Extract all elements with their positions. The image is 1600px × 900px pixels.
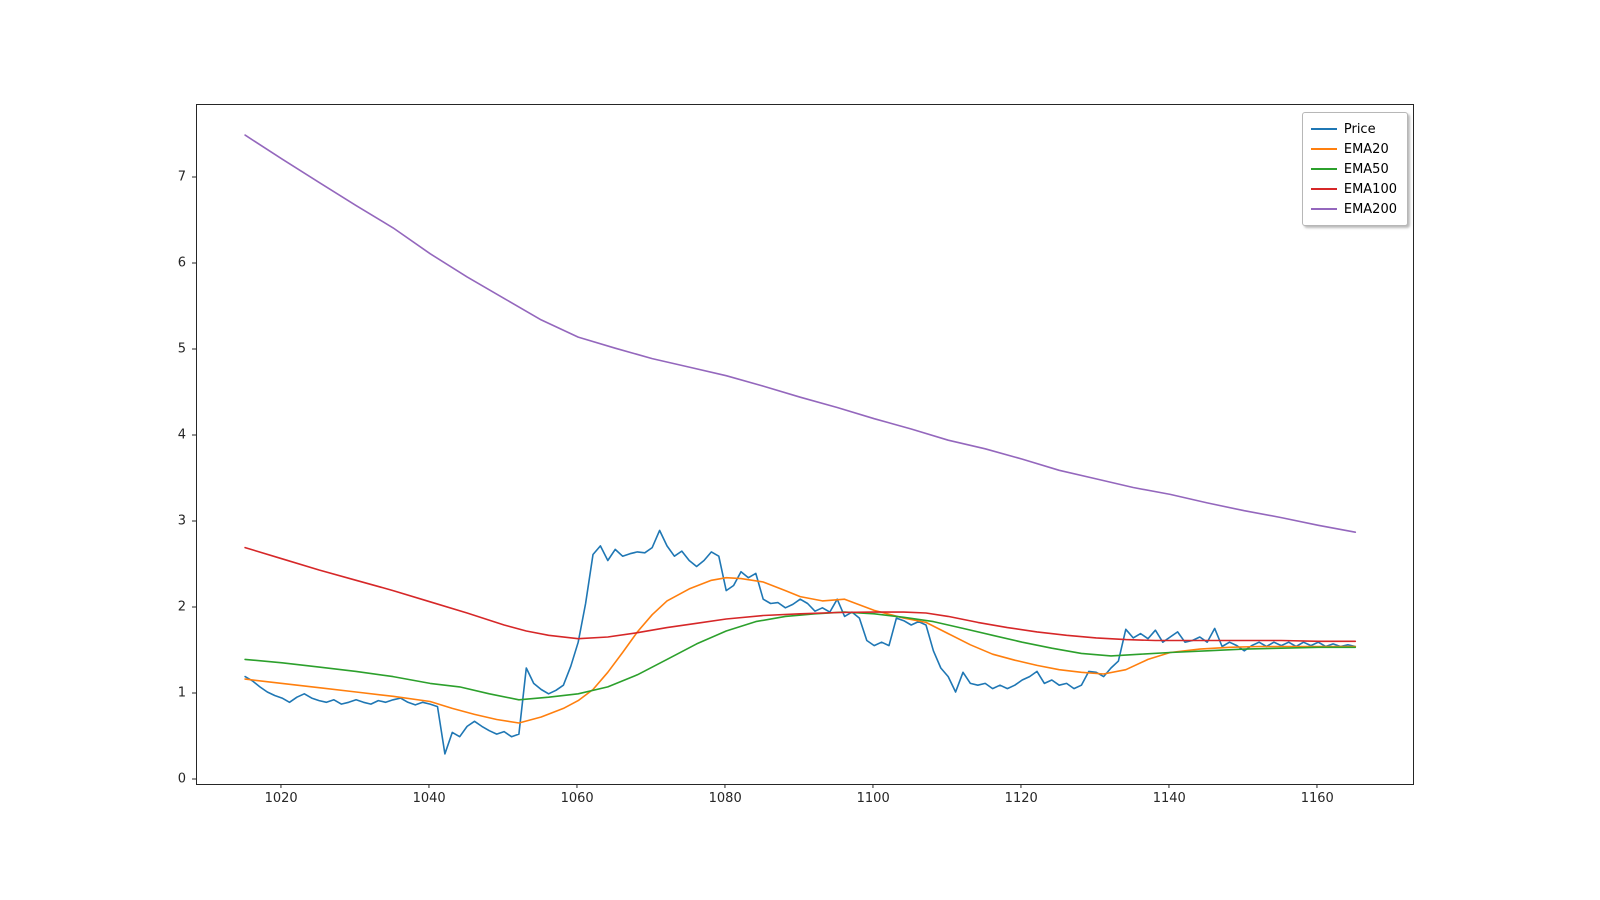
- legend-label: EMA200: [1343, 201, 1397, 217]
- y-tick-6: 6: [150, 257, 196, 270]
- x-tick-1080: 1080: [709, 784, 742, 805]
- x-tick-1120: 1120: [1005, 784, 1038, 805]
- x-tick-mark: [576, 784, 578, 788]
- y-tick-mark: [192, 434, 196, 436]
- series-line-ema20: [244, 576, 1357, 724]
- legend-line-swatch: [1310, 208, 1337, 210]
- legend-item-ema50: EMA50: [1310, 159, 1397, 179]
- y-tick-mark: [192, 262, 196, 264]
- x-tick-mark: [1168, 784, 1170, 788]
- y-tick-1: 1: [150, 686, 196, 699]
- series-line-ema200: [244, 134, 1357, 534]
- x-tick-1040: 1040: [413, 784, 446, 805]
- y-tick-2: 2: [150, 600, 196, 613]
- x-tick-label: 1120: [1004, 791, 1038, 806]
- x-tick-mark: [724, 784, 726, 788]
- y-tick-0: 0: [150, 772, 196, 785]
- x-tick-mark: [1316, 784, 1318, 788]
- legend: Price EMA20 EMA50 EMA100 EMA200: [1301, 112, 1408, 226]
- x-tick-1020: 1020: [265, 784, 298, 805]
- legend-line-swatch: [1310, 128, 1337, 130]
- legend-label: Price: [1343, 121, 1376, 137]
- y-tick-7: 7: [150, 171, 196, 184]
- legend-item-ema100: EMA100: [1310, 179, 1397, 199]
- x-tick-mark: [872, 784, 874, 788]
- plot-area: Price EMA20 EMA50 EMA100 EMA200: [196, 104, 1414, 785]
- y-tick-label: 3: [177, 513, 186, 529]
- x-tick-label: 1100: [856, 791, 890, 806]
- y-tick-label: 5: [177, 341, 186, 357]
- series-line-ema100: [244, 546, 1357, 643]
- y-tick-mark: [192, 176, 196, 178]
- series-line-price: [244, 529, 1357, 755]
- x-tick-label: 1040: [412, 791, 446, 806]
- x-tick-label: 1060: [560, 791, 594, 806]
- y-tick-mark: [192, 692, 196, 694]
- y-tick-mark: [192, 520, 196, 522]
- x-tick-label: 1140: [1152, 791, 1186, 806]
- legend-item-ema200: EMA200: [1310, 199, 1397, 219]
- y-tick-mark: [192, 606, 196, 608]
- legend-item-price: Price: [1310, 119, 1397, 139]
- legend-label: EMA50: [1343, 161, 1389, 177]
- y-tick-5: 5: [150, 342, 196, 355]
- x-tick-mark: [1020, 784, 1022, 788]
- series-line-ema50: [244, 611, 1357, 701]
- x-tick-1100: 1100: [857, 784, 890, 805]
- y-tick-4: 4: [150, 428, 196, 441]
- legend-label: EMA100: [1343, 181, 1397, 197]
- x-tick-label: 1080: [708, 791, 742, 806]
- legend-line-swatch: [1310, 148, 1337, 150]
- x-tick-1060: 1060: [561, 784, 594, 805]
- y-tick-label: 4: [177, 427, 186, 443]
- x-tick-mark: [428, 784, 430, 788]
- y-tick-3: 3: [150, 514, 196, 527]
- plot-svg: [244, 134, 1357, 755]
- y-tick-mark: [192, 778, 196, 780]
- legend-item-ema20: EMA20: [1310, 139, 1397, 159]
- x-tick-1140: 1140: [1153, 784, 1186, 805]
- y-tick-label: 2: [177, 599, 186, 615]
- y-tick-label: 0: [177, 771, 186, 787]
- y-tick-label: 1: [177, 685, 186, 701]
- x-tick-1160: 1160: [1301, 784, 1334, 805]
- y-tick-label: 7: [177, 169, 186, 185]
- y-tick-mark: [192, 348, 196, 350]
- x-tick-label: 1160: [1300, 791, 1334, 806]
- y-tick-label: 6: [177, 255, 186, 271]
- x-tick-label: 1020: [264, 791, 298, 806]
- legend-label: EMA20: [1343, 141, 1389, 157]
- legend-line-swatch: [1310, 188, 1337, 190]
- legend-line-swatch: [1310, 168, 1337, 170]
- x-tick-mark: [280, 784, 282, 788]
